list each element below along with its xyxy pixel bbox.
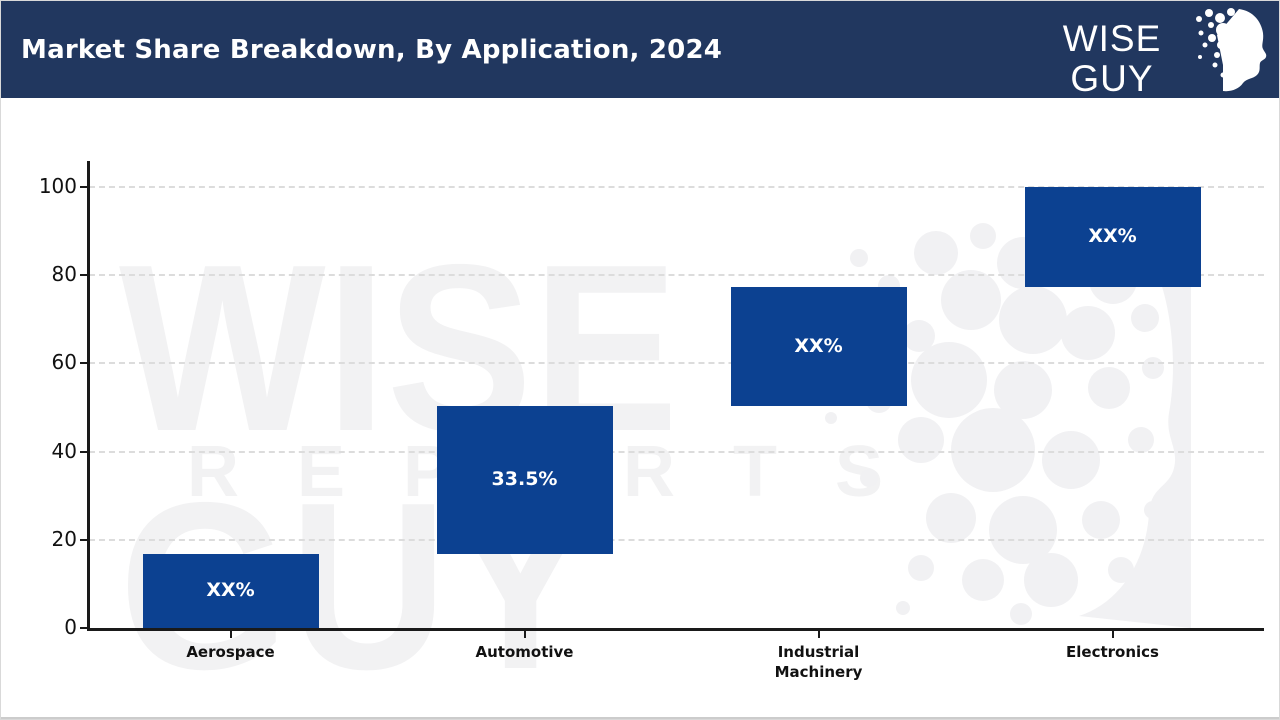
logo-face-icon	[1196, 8, 1267, 92]
y-tick-mark	[80, 627, 89, 629]
x-axis-line	[87, 628, 1264, 631]
category-label: Electronics	[1066, 643, 1159, 661]
gridline	[89, 450, 1264, 453]
y-tick-label: 100	[38, 174, 77, 198]
bar-value-label: XX%	[206, 578, 255, 601]
y-tick-mark	[80, 538, 89, 541]
category-label: Aerospace	[186, 643, 275, 661]
bar	[436, 406, 613, 554]
x-tick-mark	[1111, 630, 1114, 638]
x-tick-mark	[817, 630, 820, 638]
page-title: Market Share Breakdown, By Application, …	[21, 34, 723, 65]
bar-value-label: 33.5%	[491, 468, 558, 491]
gridline	[89, 538, 1264, 541]
bar	[142, 553, 319, 628]
x-tick-mark	[523, 630, 526, 638]
y-axis-line	[87, 161, 90, 630]
bar	[730, 287, 907, 407]
bar-value-label: XX%	[794, 334, 843, 357]
bar-value-label: XX%	[1088, 225, 1137, 248]
x-tick-mark	[229, 630, 232, 638]
wise-guy-reports-logo: WISE GUY REPORTS	[1023, 1, 1273, 117]
gridline	[89, 186, 1264, 188]
category-label: Automotive	[475, 643, 574, 661]
gridline	[89, 362, 1264, 365]
logo-wordmark: WISE GUY	[1062, 18, 1162, 99]
y-tick-mark	[80, 362, 89, 365]
bottom-divider	[1, 717, 1279, 719]
y-tick-mark	[80, 450, 89, 453]
y-tick-label: 60	[51, 350, 77, 375]
chart-card: WISE GUY REPORTS	[1, 98, 1279, 717]
category-label: Industrial Machinery	[774, 643, 863, 681]
y-tick-label: 80	[51, 262, 77, 287]
y-tick-mark	[80, 186, 89, 188]
header: Market Share Breakdown, By Application, …	[1, 1, 1279, 117]
y-tick-label: 40	[51, 438, 77, 463]
y-tick-mark	[80, 274, 89, 277]
y-tick-label: 0	[64, 615, 77, 639]
y-tick-label: 20	[51, 526, 77, 551]
gridline	[89, 274, 1264, 277]
